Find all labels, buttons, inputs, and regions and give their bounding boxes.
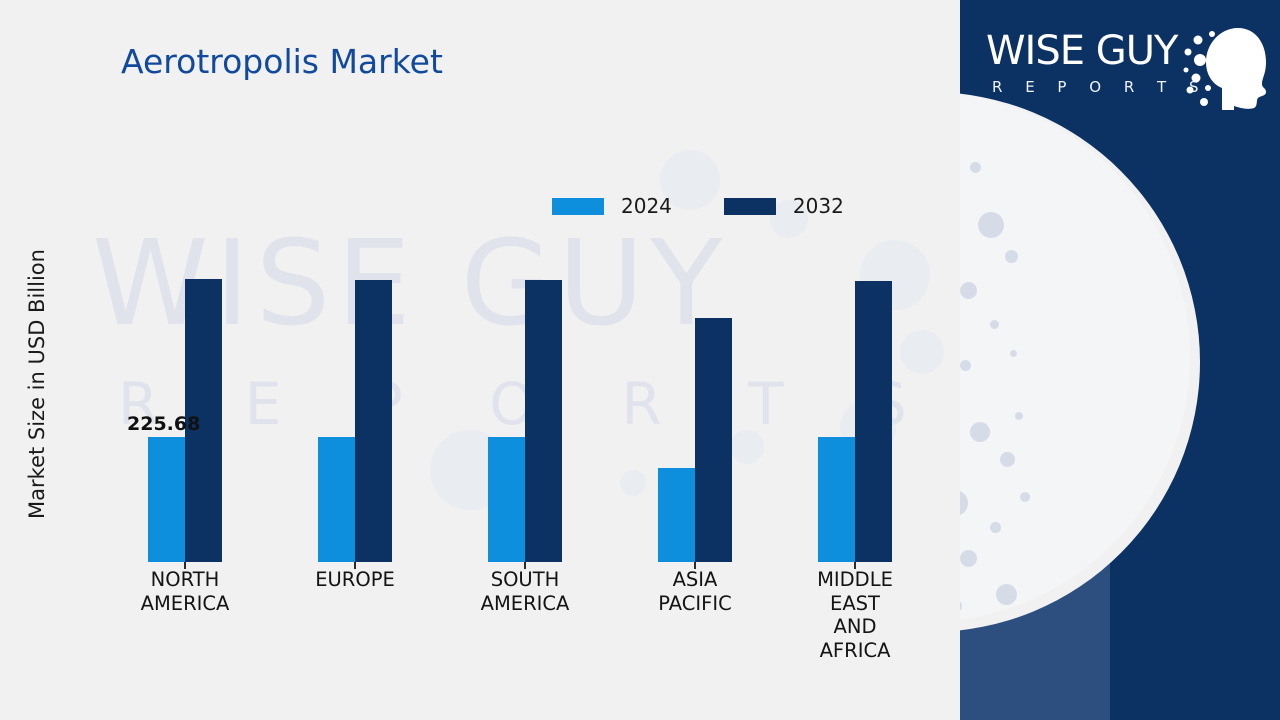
category-label-line: ASIA — [672, 568, 718, 591]
chart-legend: 2024 2032 — [552, 194, 844, 218]
category-label-line: NORTH — [150, 568, 220, 591]
bar-chart: Market Size in USD Billion 2024 2032 NORT… — [25, 194, 945, 662]
legend-swatch-2024 — [552, 197, 604, 215]
y-axis-label: Market Size in USD Billion — [25, 249, 49, 519]
bar-2024-south-america[interactable] — [488, 436, 525, 562]
bar-2032-south-america[interactable] — [525, 279, 562, 562]
category-label-line: AMERICA — [480, 591, 570, 615]
plot-area — [104, 240, 924, 569]
axis-tick — [184, 562, 186, 569]
category-label-line: EAST — [830, 591, 880, 615]
category-label-north-america: NORTH AMERICA — [95, 568, 275, 615]
bar-group — [488, 240, 562, 569]
bar-group — [818, 240, 892, 569]
decorative-dot — [960, 550, 977, 567]
category-label-line: AND — [833, 615, 877, 638]
decorative-dot — [990, 320, 999, 329]
brand-panel — [960, 0, 1280, 720]
bar-group — [318, 240, 392, 569]
category-label-line: AMERICA — [140, 591, 230, 615]
bar-2024-middle-east-and-africa[interactable] — [818, 436, 855, 562]
page-title: Aerotropolis Market — [121, 42, 443, 81]
decorative-dot — [960, 600, 962, 612]
bar-group — [148, 240, 222, 569]
decorative-dot — [960, 282, 977, 299]
category-label-south-america: SOUTH AMERICA — [435, 568, 615, 615]
category-label-line: EUROPE — [315, 568, 395, 591]
axis-tick — [854, 562, 856, 569]
bar-group — [658, 240, 732, 569]
bar-2032-north-america[interactable] — [185, 278, 222, 562]
decorative-dot — [1020, 492, 1030, 502]
category-label-line: MIDDLE — [817, 568, 893, 591]
decorative-dot — [990, 522, 1001, 533]
decorative-dot — [1010, 350, 1017, 357]
category-label-middle-east-and-africa: MIDDLE EAST AND AFRICA — [765, 568, 945, 662]
axis-tick — [694, 562, 696, 569]
bar-2032-europe[interactable] — [355, 279, 392, 562]
decorative-dot — [1005, 250, 1018, 263]
bar-2024-europe[interactable] — [318, 436, 355, 562]
category-label-europe: EUROPE — [265, 568, 445, 592]
decorative-dot — [970, 422, 990, 442]
legend-item-2032[interactable]: 2032 — [723, 194, 844, 218]
legend-swatch-2032 — [723, 197, 776, 215]
category-label-line: PACIFIC — [658, 591, 732, 615]
legend-item-2024[interactable]: 2024 — [552, 194, 724, 218]
logo-secondary-text: R E P O R T S — [992, 78, 1208, 96]
decorative-dot — [960, 490, 968, 516]
decorative-dot — [1000, 452, 1015, 467]
decorative-dot — [970, 162, 981, 173]
axis-tick — [354, 562, 356, 569]
category-label-line: SOUTH — [490, 568, 560, 591]
bar-2024-asia-pacific[interactable] — [658, 467, 695, 562]
bar-2024-north-america[interactable] — [148, 436, 185, 562]
category-label-line: AFRICA — [819, 638, 891, 662]
bar-2032-asia-pacific[interactable] — [695, 317, 732, 562]
axis-tick — [524, 562, 526, 569]
legend-label-2024: 2024 — [621, 194, 672, 218]
decorative-dot — [978, 212, 1004, 238]
data-label: 225.68 — [127, 412, 201, 435]
wiseguy-logo: WISE GUY R E P O R T S — [986, 28, 1266, 110]
logo-primary-text: WISE GUY — [986, 28, 1178, 74]
legend-label-2032: 2032 — [792, 194, 844, 218]
decorative-dot — [1015, 412, 1023, 420]
bar-2032-middle-east-and-africa[interactable] — [855, 281, 892, 562]
decorative-dot — [960, 360, 971, 371]
decorative-dot — [996, 584, 1017, 605]
wiseguy-head-icon — [1183, 28, 1266, 110]
panel-dot-pattern — [960, 92, 1190, 622]
category-label-asia-pacific: ASIA PACIFIC — [605, 568, 785, 615]
